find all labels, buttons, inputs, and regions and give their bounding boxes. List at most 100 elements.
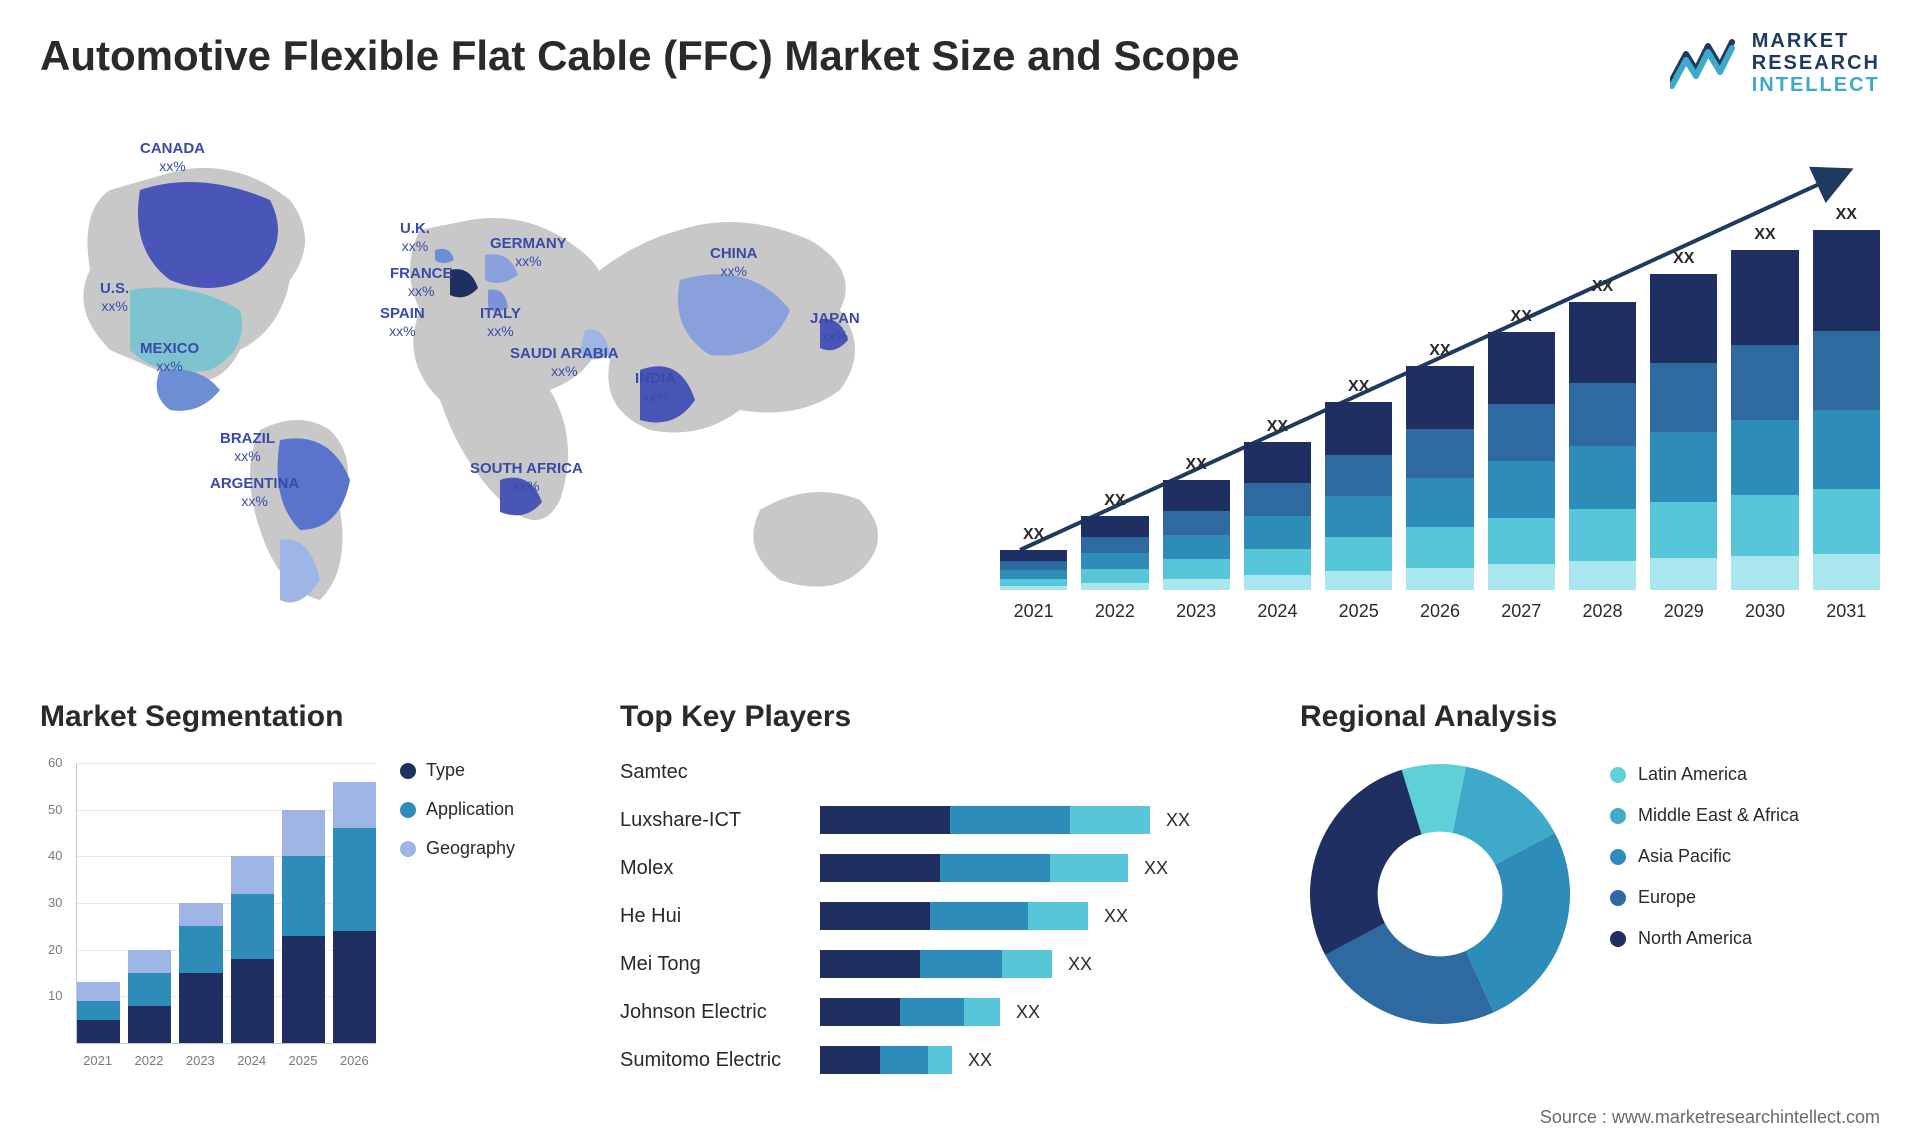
country-label: FRANCExx% xyxy=(390,265,453,300)
players-list: SamtecLuxshare-ICTXXMolexXXHe HuiXXMei T… xyxy=(620,754,1260,1078)
bigchart-value-label: XX xyxy=(1592,278,1613,296)
country-label: MEXICOxx% xyxy=(140,340,199,375)
logo-text: MARKET RESEARCH INTELLECT xyxy=(1752,30,1880,96)
player-name: Samtec xyxy=(620,761,820,784)
regional-title: Regional Analysis xyxy=(1300,700,1880,734)
bigchart-bar: XX xyxy=(1731,226,1798,590)
players-section: Top Key Players SamtecLuxshare-ICTXXMole… xyxy=(620,700,1260,1090)
bigchart-year-label: 2031 xyxy=(1813,601,1880,622)
country-label: U.K.xx% xyxy=(400,220,430,255)
player-bar xyxy=(820,1046,952,1074)
player-value: XX xyxy=(1104,906,1128,927)
seg-ytick: 20 xyxy=(48,942,62,957)
player-value: XX xyxy=(968,1050,992,1071)
player-row: Sumitomo Electric XX xyxy=(620,1042,1260,1078)
player-bar xyxy=(820,950,1052,978)
seg-bar xyxy=(333,782,376,1043)
seg-year-label: 2022 xyxy=(127,1053,170,1068)
bigchart-bar: XX xyxy=(1325,378,1392,590)
logo-line1: MARKET xyxy=(1752,30,1880,52)
bigchart-year-label: 2025 xyxy=(1325,601,1392,622)
country-label: U.S.xx% xyxy=(100,280,129,315)
seg-year-label: 2024 xyxy=(230,1053,273,1068)
logo-line3: INTELLECT xyxy=(1752,74,1880,96)
seg-year-label: 2025 xyxy=(281,1053,324,1068)
country-label: ARGENTINAxx% xyxy=(210,475,299,510)
world-map: CANADAxx%U.S.xx%MEXICOxx%BRAZILxx%ARGENT… xyxy=(40,130,940,650)
regional-section: Regional Analysis Latin America Middle Ea… xyxy=(1300,700,1880,1034)
seg-bar xyxy=(179,903,222,1043)
regional-legend-item: Middle East & Africa xyxy=(1610,805,1799,826)
player-bar xyxy=(820,998,1000,1026)
regional-legend-item: Asia Pacific xyxy=(1610,846,1799,867)
player-value: XX xyxy=(1166,810,1190,831)
country-label: BRAZILxx% xyxy=(220,430,275,465)
seg-bar xyxy=(231,856,274,1043)
country-label: SAUDI ARABIAxx% xyxy=(510,345,619,380)
country-label: SOUTH AFRICAxx% xyxy=(470,460,583,495)
player-bar xyxy=(820,806,1150,834)
country-label: INDIAxx% xyxy=(635,370,676,405)
seg-ytick: 50 xyxy=(48,802,62,817)
player-row: Johnson ElectricXX xyxy=(620,994,1260,1030)
players-title: Top Key Players xyxy=(620,700,1260,734)
bigchart-value-label: XX xyxy=(1754,226,1775,244)
country-label: ITALYxx% xyxy=(480,305,521,340)
seg-bar xyxy=(77,982,120,1043)
seg-ytick: 10 xyxy=(48,988,62,1003)
player-value: XX xyxy=(1068,954,1092,975)
world-map-svg xyxy=(40,130,940,650)
bigchart-value-label: XX xyxy=(1023,526,1044,544)
player-bar xyxy=(820,854,1128,882)
player-name: Sumitomo Electric xyxy=(620,1049,820,1072)
bigchart-year-label: 2023 xyxy=(1163,601,1230,622)
bigchart-value-label: XX xyxy=(1836,206,1857,224)
donut-slice xyxy=(1310,770,1422,955)
country-label: CHINAxx% xyxy=(710,245,758,280)
bigchart-year-label: 2026 xyxy=(1406,601,1473,622)
bigchart-bar: XX xyxy=(1163,456,1230,590)
bigchart-year-label: 2027 xyxy=(1488,601,1555,622)
regional-legend-item: North America xyxy=(1610,928,1799,949)
bigchart-bar: XX xyxy=(1406,342,1473,590)
player-name: Luxshare-ICT xyxy=(620,809,820,832)
bigchart-bar: XX xyxy=(1813,206,1880,590)
country-label: SPAINxx% xyxy=(380,305,425,340)
segmentation-section: Market Segmentation 20212022202320242025… xyxy=(40,700,580,1074)
bigchart-value-label: XX xyxy=(1511,308,1532,326)
source-text: Source : www.marketresearchintellect.com xyxy=(1540,1107,1880,1128)
bigchart-value-label: XX xyxy=(1185,456,1206,474)
segmentation-chart: 202120222023202420252026 102030405060 xyxy=(40,754,380,1074)
bigchart-year-label: 2028 xyxy=(1569,601,1636,622)
regional-legend-item: Latin America xyxy=(1610,764,1799,785)
player-row: He HuiXX xyxy=(620,898,1260,934)
market-size-chart: XXXXXXXXXXXXXXXXXXXXXX 20212022202320242… xyxy=(1000,150,1880,630)
bigchart-year-label: 2029 xyxy=(1650,601,1717,622)
bigchart-bar: XX xyxy=(1488,308,1555,590)
bigchart-value-label: XX xyxy=(1673,250,1694,268)
player-name: Mei Tong xyxy=(620,953,820,976)
bigchart-bar: XX xyxy=(1081,492,1148,590)
bigchart-year-label: 2022 xyxy=(1081,601,1148,622)
player-row: Samtec xyxy=(620,754,1260,790)
player-bar xyxy=(820,902,1088,930)
bigchart-bar: XX xyxy=(1244,418,1311,590)
bigchart-bar: XX xyxy=(1650,250,1717,590)
regional-legend-item: Europe xyxy=(1610,887,1799,908)
logo-mark-icon xyxy=(1670,36,1740,90)
bigchart-value-label: XX xyxy=(1104,492,1125,510)
seg-year-label: 2026 xyxy=(333,1053,376,1068)
seg-legend-item: Application xyxy=(400,799,515,820)
seg-ytick: 60 xyxy=(48,755,62,770)
seg-bar xyxy=(282,810,325,1043)
segmentation-legend: TypeApplicationGeography xyxy=(400,760,515,877)
player-value: XX xyxy=(1144,858,1168,879)
seg-legend-item: Type xyxy=(400,760,515,781)
seg-bar xyxy=(128,950,171,1043)
seg-ytick: 30 xyxy=(48,895,62,910)
player-value: XX xyxy=(1016,1002,1040,1023)
country-label: GERMANYxx% xyxy=(490,235,567,270)
bigchart-year-label: 2024 xyxy=(1244,601,1311,622)
seg-ytick: 40 xyxy=(48,848,62,863)
bigchart-bar: XX xyxy=(1569,278,1636,590)
